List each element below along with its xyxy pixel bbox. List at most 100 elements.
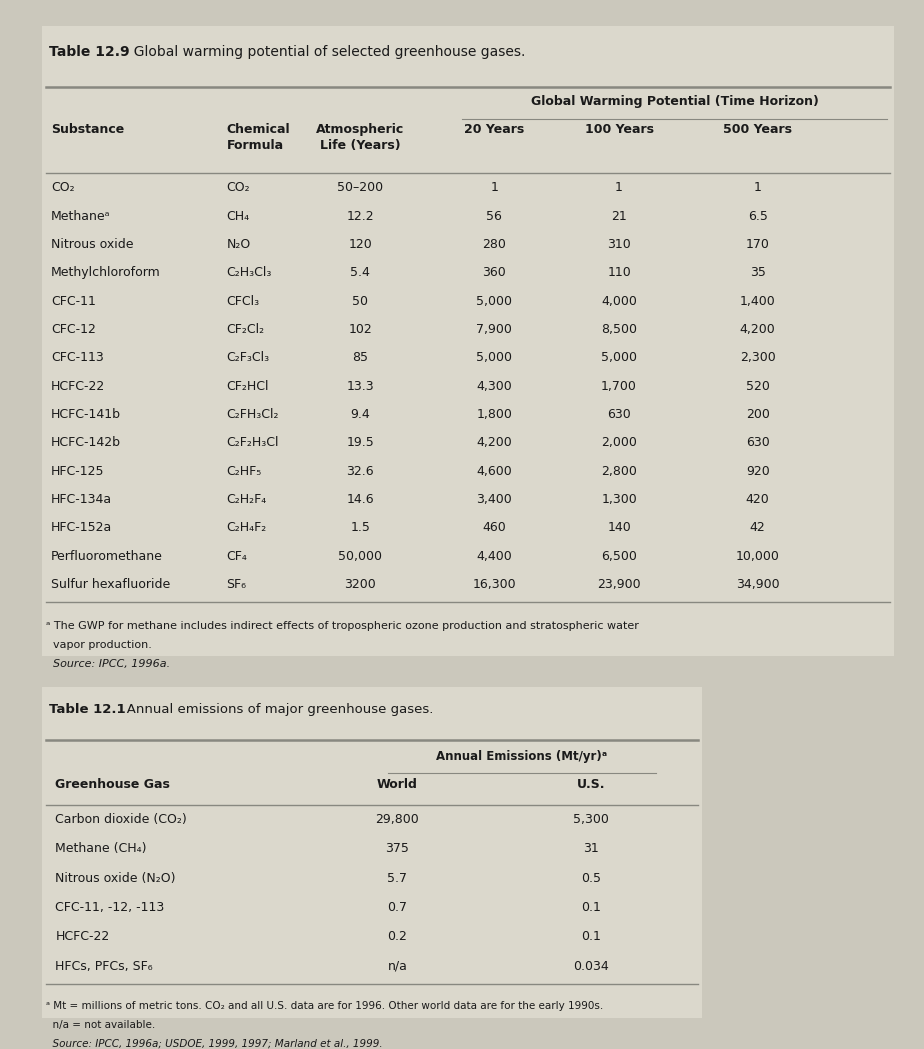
Text: 1,800: 1,800 <box>477 408 512 421</box>
Text: C₂H₃Cl₃: C₂H₃Cl₃ <box>226 266 272 279</box>
Text: 5.4: 5.4 <box>350 266 371 279</box>
Text: 1,700: 1,700 <box>602 380 637 392</box>
Text: 280: 280 <box>482 238 506 251</box>
Text: 1: 1 <box>754 181 761 194</box>
Text: C₂F₃Cl₃: C₂F₃Cl₃ <box>226 351 270 364</box>
Text: 0.1: 0.1 <box>581 930 602 943</box>
Text: 375: 375 <box>385 842 409 855</box>
Text: 16,300: 16,300 <box>472 578 517 591</box>
Text: 6.5: 6.5 <box>748 210 768 222</box>
Text: 2,800: 2,800 <box>602 465 637 477</box>
Text: 5,000: 5,000 <box>477 295 512 307</box>
Text: 170: 170 <box>746 238 770 251</box>
Text: Nitrous oxide (N₂O): Nitrous oxide (N₂O) <box>55 872 176 884</box>
Text: 5.7: 5.7 <box>387 872 407 884</box>
Text: HCFC-22: HCFC-22 <box>55 930 110 943</box>
Text: 5,000: 5,000 <box>477 351 512 364</box>
Text: CFCl₃: CFCl₃ <box>226 295 260 307</box>
Text: 2,300: 2,300 <box>740 351 775 364</box>
Text: Methane (CH₄): Methane (CH₄) <box>55 842 147 855</box>
Text: HCFC-141b: HCFC-141b <box>51 408 121 421</box>
Text: Nitrous oxide: Nitrous oxide <box>51 238 133 251</box>
Text: N₂O: N₂O <box>226 238 250 251</box>
Text: 50: 50 <box>352 295 369 307</box>
Text: 6,500: 6,500 <box>602 550 637 562</box>
Text: 630: 630 <box>607 408 631 421</box>
Text: C₂HF₅: C₂HF₅ <box>226 465 261 477</box>
Text: 14.6: 14.6 <box>346 493 374 506</box>
Text: n/a: n/a <box>387 960 407 972</box>
Text: HFC-134a: HFC-134a <box>51 493 112 506</box>
Text: HCFC-142b: HCFC-142b <box>51 436 121 449</box>
Text: 3200: 3200 <box>345 578 376 591</box>
Text: CH₄: CH₄ <box>226 210 249 222</box>
Text: 42: 42 <box>749 521 766 534</box>
Text: Table 12.9: Table 12.9 <box>49 45 129 59</box>
Text: 9.4: 9.4 <box>350 408 371 421</box>
Text: Substance: Substance <box>51 123 124 135</box>
Text: 0.7: 0.7 <box>387 901 407 914</box>
Text: Table 12.1: Table 12.1 <box>49 703 126 715</box>
Text: 20 Years: 20 Years <box>464 123 525 135</box>
Text: 10,000: 10,000 <box>736 550 780 562</box>
Text: World: World <box>377 778 418 791</box>
Text: 1,400: 1,400 <box>740 295 775 307</box>
Text: 0.5: 0.5 <box>581 872 602 884</box>
Text: 5,000: 5,000 <box>602 351 637 364</box>
Text: 2,000: 2,000 <box>602 436 637 449</box>
Text: CF₄: CF₄ <box>226 550 248 562</box>
Text: 1.5: 1.5 <box>350 521 371 534</box>
Text: 1: 1 <box>615 181 623 194</box>
Text: 19.5: 19.5 <box>346 436 374 449</box>
Bar <box>42 26 894 656</box>
Text: 56: 56 <box>486 210 503 222</box>
Text: 4,200: 4,200 <box>740 323 775 336</box>
Text: Greenhouse Gas: Greenhouse Gas <box>55 778 170 791</box>
Text: CF₂Cl₂: CF₂Cl₂ <box>226 323 264 336</box>
Text: 0.2: 0.2 <box>387 930 407 943</box>
Text: 50,000: 50,000 <box>338 550 383 562</box>
Bar <box>42 687 702 1018</box>
Text: Annual Emissions (Mt/yr)ᵃ: Annual Emissions (Mt/yr)ᵃ <box>436 750 608 763</box>
Text: 4,000: 4,000 <box>602 295 637 307</box>
Text: CF₂HCl: CF₂HCl <box>226 380 269 392</box>
Text: Atmospheric
Life (Years): Atmospheric Life (Years) <box>316 123 405 152</box>
Text: C₂H₄F₂: C₂H₄F₂ <box>226 521 267 534</box>
Text: SF₆: SF₆ <box>226 578 247 591</box>
Text: 5,300: 5,300 <box>574 813 609 826</box>
Text: 200: 200 <box>746 408 770 421</box>
Text: 0.034: 0.034 <box>574 960 609 972</box>
Text: C₂FH₃Cl₂: C₂FH₃Cl₂ <box>226 408 279 421</box>
Text: Carbon dioxide (CO₂): Carbon dioxide (CO₂) <box>55 813 188 826</box>
Text: C₂H₂F₄: C₂H₂F₄ <box>226 493 267 506</box>
Text: 100 Years: 100 Years <box>585 123 653 135</box>
Text: 32.6: 32.6 <box>346 465 374 477</box>
Text: 420: 420 <box>746 493 770 506</box>
Text: 50–200: 50–200 <box>337 181 383 194</box>
Text: 1: 1 <box>491 181 498 194</box>
Text: 360: 360 <box>482 266 506 279</box>
Text: 310: 310 <box>607 238 631 251</box>
Text: Sulfur hexafluoride: Sulfur hexafluoride <box>51 578 170 591</box>
Text: 23,900: 23,900 <box>597 578 641 591</box>
Text: 0.1: 0.1 <box>581 901 602 914</box>
Text: 500 Years: 500 Years <box>723 123 792 135</box>
Text: 7,900: 7,900 <box>477 323 512 336</box>
Text: CFC-113: CFC-113 <box>51 351 103 364</box>
Text: 120: 120 <box>348 238 372 251</box>
Text: 4,200: 4,200 <box>477 436 512 449</box>
Text: 102: 102 <box>348 323 372 336</box>
Text: 8,500: 8,500 <box>602 323 637 336</box>
Text: Annual emissions of major greenhouse gases.: Annual emissions of major greenhouse gas… <box>114 703 433 715</box>
Text: 460: 460 <box>482 521 506 534</box>
Text: 29,800: 29,800 <box>375 813 419 826</box>
Text: Source: IPCC, 1996a.: Source: IPCC, 1996a. <box>46 659 170 669</box>
Text: 34,900: 34,900 <box>736 578 780 591</box>
Text: CFC-11: CFC-11 <box>51 295 96 307</box>
Text: CO₂: CO₂ <box>226 181 250 194</box>
Text: 1,300: 1,300 <box>602 493 637 506</box>
Text: Global Warming Potential (Time Horizon): Global Warming Potential (Time Horizon) <box>530 95 819 108</box>
Text: 140: 140 <box>607 521 631 534</box>
Text: 520: 520 <box>746 380 770 392</box>
Text: 35: 35 <box>749 266 766 279</box>
